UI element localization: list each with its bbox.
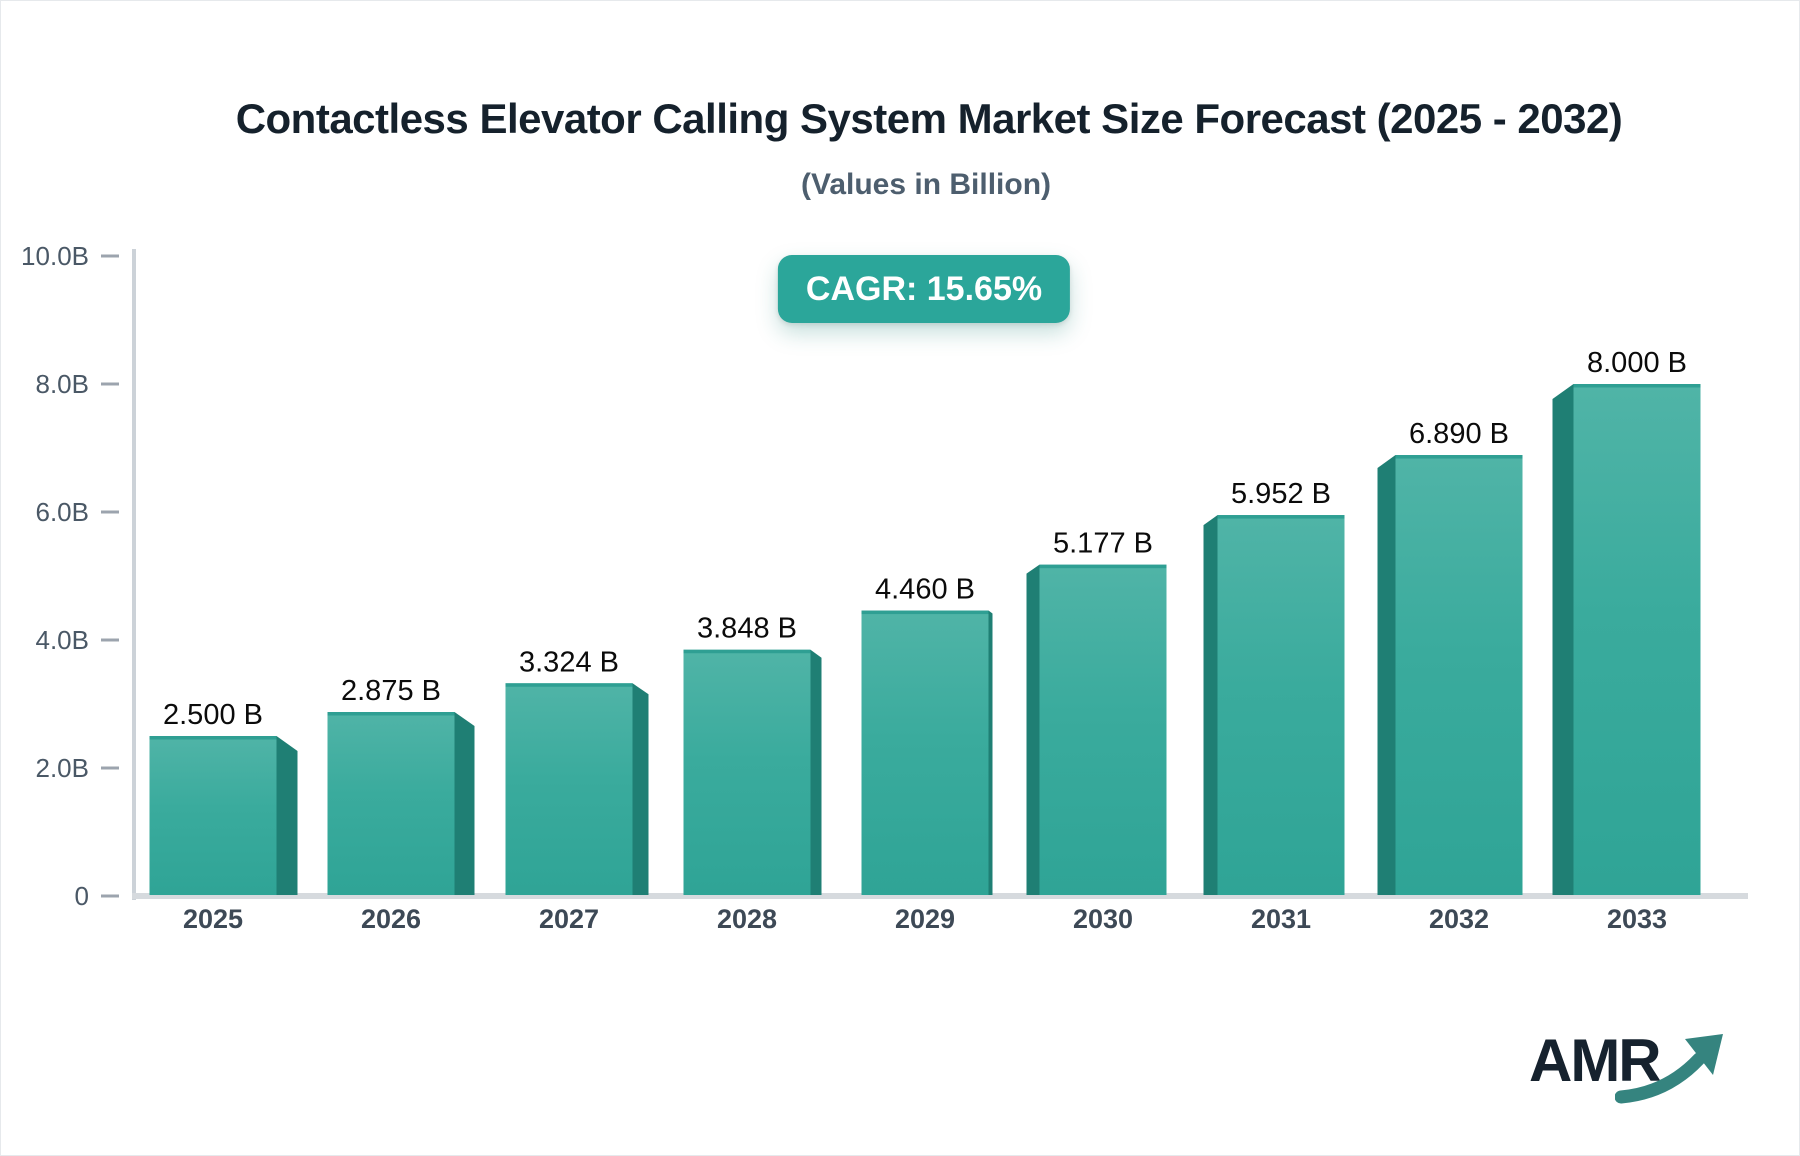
amr-logo: AMR [1529,1031,1729,1117]
bar-group: 5.177 B 2030 [1026,528,1167,934]
x-category-label: 2032 [1429,904,1489,934]
bar-group: 5.952 B 2031 [1203,478,1345,934]
bar-side-face [810,649,822,895]
amr-logo-text: AMR [1529,1027,1662,1094]
x-baseline [132,893,1748,899]
bar-group: 3.324 B 2027 [505,646,649,934]
x-category-label: 2026 [361,904,421,934]
bar-side-face [988,610,993,895]
bar-face [505,683,633,895]
x-category-label: 2030 [1073,904,1133,934]
bar-face [327,712,455,895]
bar-value-label: 5.177 B [1053,528,1153,560]
bar-top-edge [683,649,811,654]
bar-top-edge [1217,515,1345,519]
bar-face [683,649,811,895]
chart-title: Contactless Elevator Calling System Mark… [235,95,1623,142]
bar-value-label: 2.500 B [163,699,263,731]
x-category-label: 2027 [539,904,599,934]
bar-side-face [1377,455,1396,895]
y-axis-line [132,249,136,900]
y-tick-label: 6.0B [36,497,90,527]
bar-group: 3.848 B 2028 [683,613,822,934]
bar-face [1395,455,1523,895]
bar-side-face [1026,564,1040,895]
growth-arrow-icon [1615,1034,1723,1104]
bar-top-edge [861,610,989,615]
x-category-label: 2029 [895,904,955,934]
bar-value-label: 3.324 B [519,646,619,678]
bar-group: 2.500 B 2025 [149,699,298,934]
bar-side-face [454,712,475,895]
cagr-badge: CAGR: 15.65% [777,255,1071,323]
x-category-label: 2031 [1251,904,1311,934]
bar-top-edge [1039,564,1167,569]
bar-group: 8.000 B 2033 [1552,347,1701,934]
bar-top-edge [505,683,633,687]
bar-group: 4.460 B 2029 [861,574,993,934]
bar-side-face [1203,515,1218,895]
chart-subtitle: (Values in Billion) [800,168,1052,201]
bar-face [1039,564,1167,895]
bar-group: 2.875 B 2026 [327,675,475,934]
bar-top-edge [149,736,277,740]
bar-value-label: 3.848 B [697,613,797,645]
y-tick-label: 8.0B [36,369,90,399]
bar-side-face [276,736,298,895]
bar-value-label: 5.952 B [1231,478,1331,510]
x-category-label: 2033 [1607,904,1667,934]
bar-top-edge [327,712,455,716]
y-tick-label: 10.0B [21,241,89,271]
bar-value-label: 8.000 B [1587,347,1687,379]
y-tick-label: 4.0B [36,625,90,655]
x-category-label: 2028 [717,904,777,934]
bar-top-edge [1573,384,1701,388]
y-tick-label: 2.0B [36,753,90,783]
bar-value-label: 6.890 B [1409,418,1509,450]
bar-face [861,610,989,895]
bar-face [1573,384,1701,895]
bar-side-face [1552,384,1574,895]
bar-face [149,736,277,895]
bar-face [1217,515,1345,895]
bar-value-label: 2.875 B [341,675,441,707]
bar-value-label: 4.460 B [875,574,975,606]
bar-side-face [632,683,649,895]
x-category-label: 2025 [183,904,243,934]
bar-top-edge [1395,455,1523,459]
bar-group: 6.890 B 2032 [1377,418,1523,934]
y-tick-label: 0 [75,881,89,911]
